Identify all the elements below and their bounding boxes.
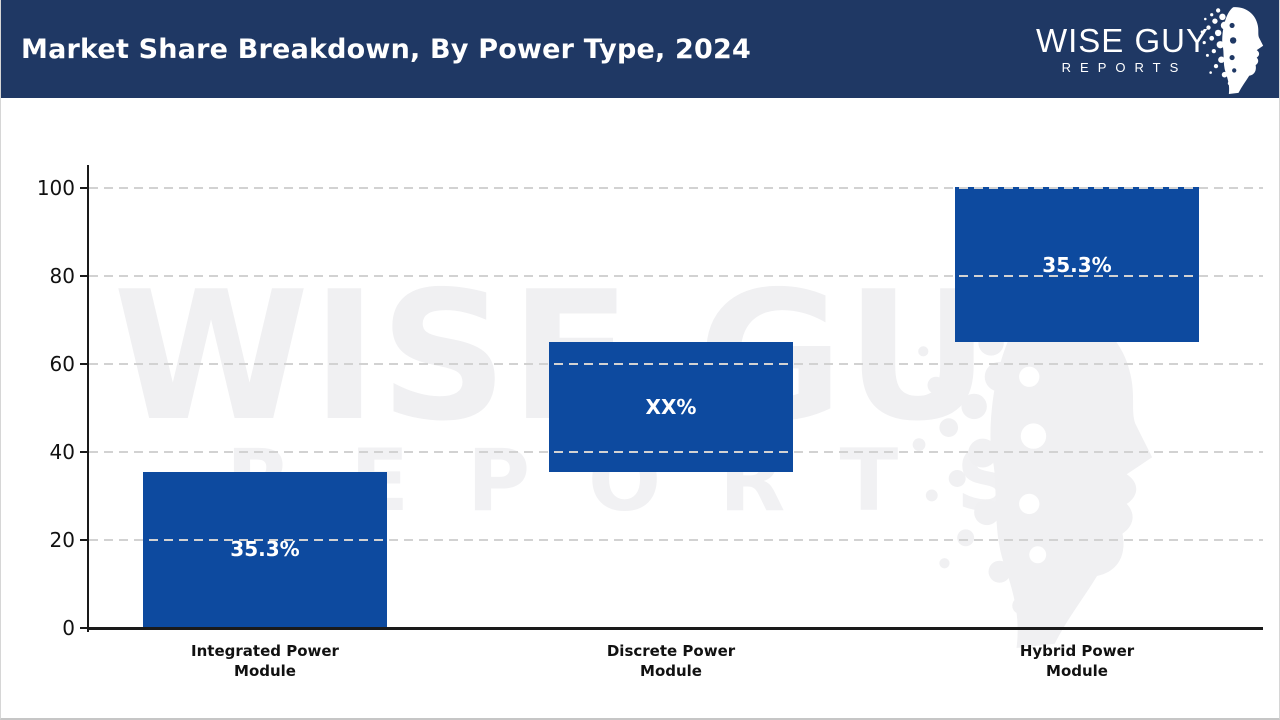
watermark-head-icon <box>905 304 1153 648</box>
grid-line <box>89 363 1263 365</box>
header-bar: Market Share Breakdown, By Power Type, 2… <box>1 0 1279 98</box>
chart-title: Market Share Breakdown, By Power Type, 2… <box>21 33 751 65</box>
brand-logo: WISE GUY REPORTS <box>1036 0 1279 98</box>
waterfall-chart: 0 20 40 60 80 100 35.3% XX% 35.3% Integrated Powe… <box>1 98 1280 720</box>
y-axis-tick <box>80 539 87 541</box>
x-category-label: Hybrid Power Module <box>1019 642 1135 681</box>
head-profile-icon <box>1200 7 1264 94</box>
grid-line <box>89 539 1263 541</box>
y-axis-tick <box>80 627 87 629</box>
bar-value-label: 35.3% <box>230 537 300 562</box>
bar-segment: 35.3% <box>143 471 387 627</box>
x-axis-line <box>87 627 1263 630</box>
y-tick-label: 80 <box>49 264 75 288</box>
bar-value-label: XX% <box>645 394 697 419</box>
y-tick-label: 40 <box>49 440 75 464</box>
bar-value-label: 35.3% <box>1042 252 1112 277</box>
y-axis-line <box>87 165 89 632</box>
y-axis-tick <box>80 275 87 277</box>
x-category-label: Integrated Power Module <box>191 642 339 681</box>
y-axis-tick <box>80 363 87 365</box>
y-tick-label: 20 <box>49 528 75 552</box>
bar-segment: 35.3% <box>955 187 1199 343</box>
logo-wordmark: WISE GUY <box>1035 21 1209 59</box>
brand-logo-text: WISE GUY REPORTS <box>1036 24 1209 75</box>
y-axis-tick <box>80 187 87 189</box>
y-tick-label: 100 <box>36 176 75 200</box>
y-axis-tick <box>80 451 87 453</box>
grid-line <box>89 187 1263 189</box>
x-category-label: Discrete Power Module <box>606 642 736 681</box>
y-tick-label: 60 <box>49 352 75 376</box>
logo-subtext: REPORTS <box>1061 59 1188 75</box>
grid-line <box>89 275 1263 277</box>
y-tick-label: 0 <box>62 616 75 640</box>
grid-line <box>89 451 1263 453</box>
